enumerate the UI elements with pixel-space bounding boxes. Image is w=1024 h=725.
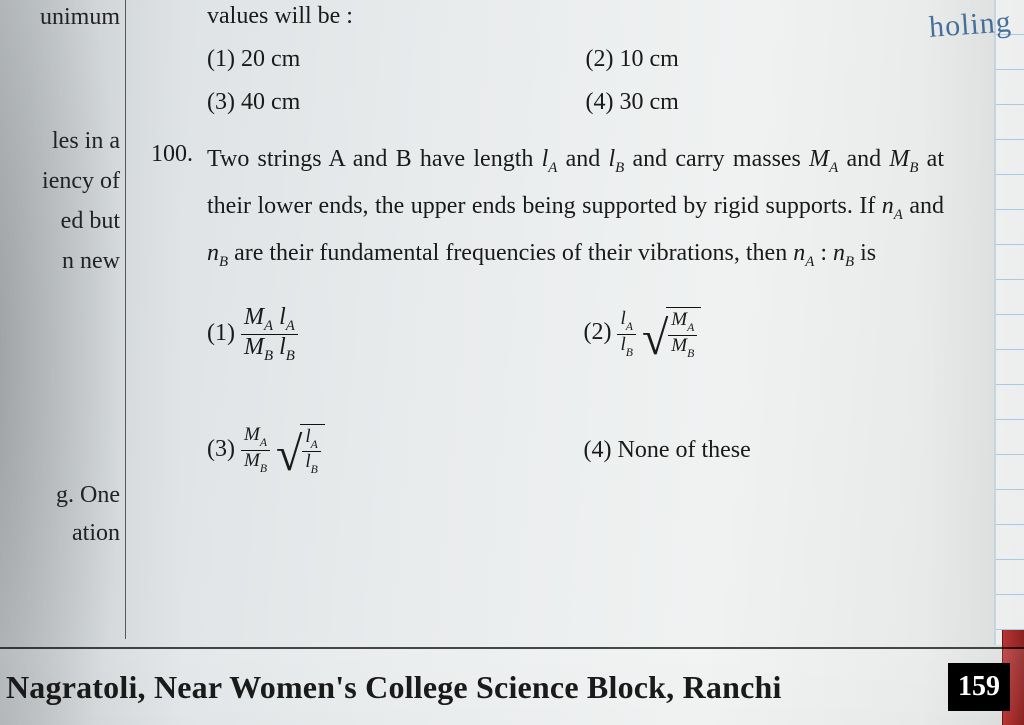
sym-nb: n xyxy=(207,240,219,266)
sym-sub: B xyxy=(260,462,267,475)
footer-address: Nagratoli, Near Women's College Science … xyxy=(6,669,938,706)
sym: M xyxy=(244,304,264,330)
sym: l xyxy=(279,304,286,330)
column-divider xyxy=(125,0,126,639)
surd-icon: √ xyxy=(642,315,668,363)
sym: M xyxy=(671,335,687,356)
answer-label: (1) xyxy=(207,320,235,346)
fraction: MA MB xyxy=(241,425,270,475)
sym-ma-sub: A xyxy=(829,160,838,176)
partial-word: les in a xyxy=(52,124,120,159)
partial-word: ation xyxy=(72,516,120,551)
qt: is xyxy=(854,240,876,266)
sym-sub: A xyxy=(286,318,295,334)
qt: : xyxy=(814,240,833,266)
answer-2: (2) lA lB √ MA MB xyxy=(584,307,945,360)
sym-ratio-a-sub: A xyxy=(805,254,814,270)
radical: √ lA lB xyxy=(276,424,325,477)
partial-word: unimum xyxy=(40,0,120,35)
qt: and carry masses xyxy=(624,146,809,172)
qt: Two strings A and B have length xyxy=(207,146,542,172)
fraction: lA lB xyxy=(617,309,635,359)
sym: M xyxy=(244,424,260,445)
question-number: 100. xyxy=(135,136,193,277)
fraction: lA lB xyxy=(302,427,320,477)
option-2: (2) 10 cm xyxy=(586,41,945,78)
qt: and xyxy=(903,193,944,219)
page-number-badge: 159 xyxy=(948,663,1010,711)
sym-lb-sub: B xyxy=(615,160,624,176)
sym-na-sub: A xyxy=(894,207,903,223)
sym-sub: B xyxy=(311,463,318,476)
page-footer: Nagratoli, Near Women's College Science … xyxy=(0,647,1024,725)
qt: and xyxy=(838,146,889,172)
sym: M xyxy=(244,450,260,471)
option-1: (1) 20 cm xyxy=(207,41,566,78)
answer-1: (1) MA lA MB lB xyxy=(207,305,568,364)
question-text: Two strings A and B have length lA and l… xyxy=(207,136,944,277)
sym-sub: A xyxy=(264,318,273,334)
surd-icon: √ xyxy=(276,431,302,479)
sym-sub: B xyxy=(264,348,273,364)
fraction: MA MB xyxy=(668,310,697,360)
answer-label: (3) xyxy=(207,436,235,462)
sym-sub: A xyxy=(687,321,694,334)
sym-sub: B xyxy=(286,348,295,364)
sym-ratio-b-sub: B xyxy=(845,254,854,270)
partial-word: ed but xyxy=(61,204,120,239)
prev-question-tail: values will be : xyxy=(207,0,944,35)
answer-label: (2) xyxy=(584,320,612,346)
answer-3: (3) MA MB √ lA lB xyxy=(207,424,568,477)
answer-options: (1) MA lA MB lB (2) lA lB √ MA MB xyxy=(207,305,944,478)
sym-na: n xyxy=(882,193,894,219)
option-4: (4) 30 cm xyxy=(586,84,945,121)
fraction: MA lA MB lB xyxy=(241,305,298,364)
sym-nb-sub: B xyxy=(219,254,228,270)
sym-ratio-b: n xyxy=(833,240,845,266)
option-3: (3) 40 cm xyxy=(207,84,566,121)
question-100: 100. Two strings A and B have length lA … xyxy=(135,136,944,277)
sym-sub: B xyxy=(626,346,633,359)
notebook-edge xyxy=(994,0,1024,645)
sym-ratio-a: n xyxy=(793,240,805,266)
sym-sub: A xyxy=(626,320,633,333)
sym-sub: B xyxy=(687,347,694,360)
sym-mb: M xyxy=(889,146,909,172)
qt: and xyxy=(557,146,608,172)
sym: M xyxy=(671,309,687,330)
qt: are their fundamental frequencies of the… xyxy=(228,240,793,266)
prev-question-options: (1) 20 cm (2) 10 cm (3) 40 cm (4) 30 cm xyxy=(207,41,944,121)
radical: √ MA MB xyxy=(642,307,701,360)
sym-ma: M xyxy=(809,146,829,172)
answer-4: (4) None of these xyxy=(584,432,945,469)
partial-word: iency of xyxy=(42,164,120,199)
partial-word: g. One xyxy=(56,478,120,513)
partial-word: n new xyxy=(62,244,120,279)
sym-la-sub: A xyxy=(548,160,557,176)
sym: M xyxy=(244,334,264,360)
sym-sub: A xyxy=(311,438,318,451)
sym-sub: A xyxy=(260,436,267,449)
sym: l xyxy=(279,334,286,360)
main-column: values will be : (1) 20 cm (2) 10 cm (3)… xyxy=(135,0,944,635)
